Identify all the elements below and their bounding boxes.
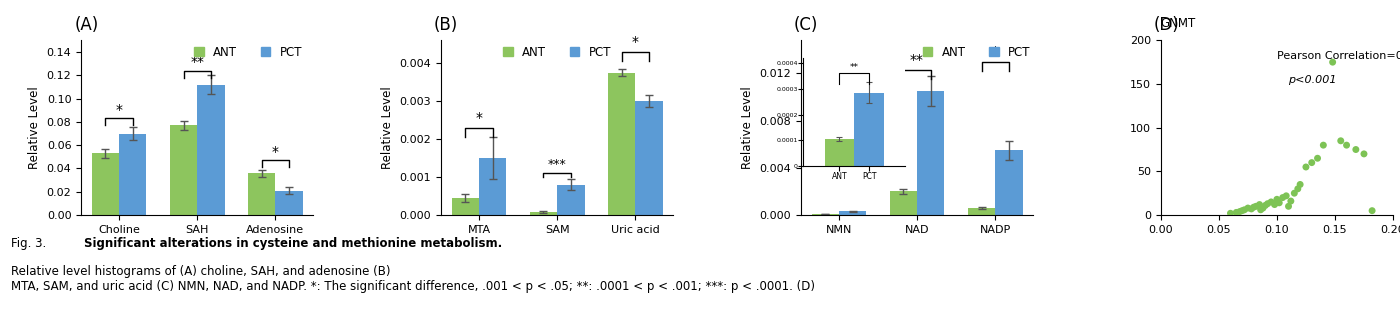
Text: GNMT: GNMT	[1161, 17, 1196, 30]
Point	[1260, 199, 1282, 205]
Point	[1249, 202, 1271, 207]
Bar	[119, 133, 147, 215]
Bar	[636, 101, 662, 215]
Point	[1268, 200, 1291, 206]
Point	[1225, 210, 1247, 215]
Point	[1344, 147, 1366, 152]
Point	[1352, 151, 1375, 157]
Point	[1236, 205, 1259, 211]
Point	[1295, 164, 1317, 170]
Bar	[276, 191, 302, 215]
Bar	[967, 208, 995, 215]
Text: **: **	[910, 53, 924, 68]
Point	[1256, 201, 1278, 206]
Legend: ANT, PCT: ANT, PCT	[503, 44, 612, 60]
Text: Relative level histograms of (A) choline, SAH, and adenosine (B)
MTA, SAM, and u: Relative level histograms of (A) choline…	[11, 265, 815, 293]
Point	[1275, 193, 1298, 199]
Legend: ANT, PCT: ANT, PCT	[921, 44, 1032, 60]
Text: Significant alterations in cysteine and methionine metabolism.: Significant alterations in cysteine and …	[84, 237, 503, 250]
Point	[1219, 211, 1242, 216]
Point	[1271, 195, 1294, 200]
Point	[1229, 209, 1252, 214]
Point	[1263, 202, 1285, 207]
Point	[1312, 142, 1334, 148]
Point	[1330, 138, 1352, 143]
Bar	[812, 214, 839, 215]
Point	[1242, 205, 1264, 210]
Bar	[995, 150, 1022, 215]
Point	[1277, 204, 1299, 209]
Bar	[889, 192, 917, 215]
Text: *: *	[991, 45, 998, 59]
Point	[1245, 204, 1267, 209]
Bar	[608, 73, 636, 215]
Text: *: *	[631, 35, 638, 49]
Point	[1289, 182, 1312, 187]
Bar	[557, 185, 585, 215]
Text: *: *	[116, 103, 123, 117]
Point	[1322, 59, 1344, 65]
Bar	[839, 211, 867, 215]
Point	[1252, 205, 1274, 211]
Point	[1266, 197, 1288, 202]
Text: ***: ***	[547, 158, 567, 171]
Point	[1231, 208, 1253, 213]
Point	[1361, 208, 1383, 213]
Bar	[248, 173, 276, 215]
Text: *: *	[272, 145, 279, 159]
Text: (A): (A)	[74, 15, 98, 34]
Point	[1306, 156, 1329, 161]
Bar	[452, 198, 479, 215]
Point	[1336, 142, 1358, 148]
Bar	[169, 125, 197, 215]
Point	[1233, 207, 1256, 212]
Point	[1287, 186, 1309, 192]
Y-axis label: Relative Level: Relative Level	[741, 86, 755, 169]
Bar	[92, 153, 119, 215]
Text: **: **	[190, 55, 204, 70]
Bar	[197, 85, 224, 215]
Point	[1284, 191, 1306, 196]
Point	[1280, 198, 1302, 204]
Text: (C): (C)	[794, 15, 819, 34]
Y-axis label: Relative Level: Relative Level	[381, 86, 393, 169]
Bar	[479, 158, 507, 215]
Text: Fig. 3.: Fig. 3.	[11, 237, 46, 250]
Point	[1240, 206, 1263, 212]
Text: (D): (D)	[1154, 15, 1180, 34]
Point	[1254, 203, 1277, 208]
Point	[1301, 160, 1323, 165]
Text: p<0.001: p<0.001	[1288, 75, 1337, 85]
Text: (B): (B)	[434, 15, 458, 34]
Text: Pearson Correlation=0.540: Pearson Correlation=0.540	[1277, 51, 1400, 61]
Bar	[529, 212, 557, 215]
Y-axis label: Relative Level: Relative Level	[28, 86, 41, 169]
Text: *: *	[476, 111, 483, 125]
Bar	[917, 91, 945, 215]
Legend: ANT, PCT: ANT, PCT	[193, 44, 304, 60]
Point	[1249, 207, 1271, 212]
